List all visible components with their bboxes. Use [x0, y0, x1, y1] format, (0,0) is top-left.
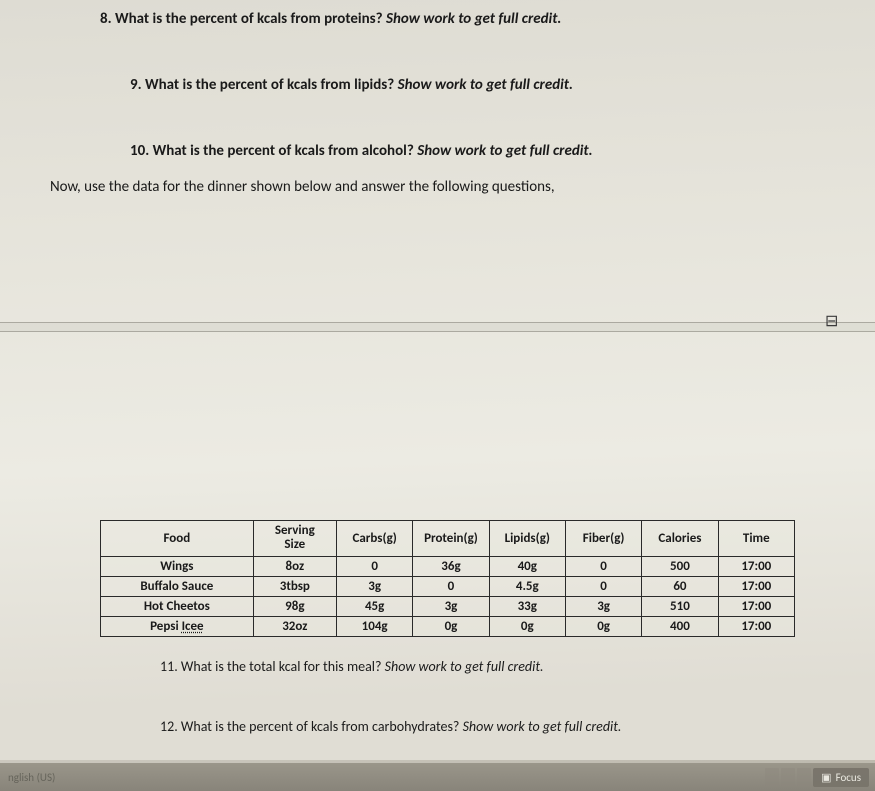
focus-icon: ▣	[821, 771, 831, 784]
section-break-icon: ⊟	[825, 311, 845, 331]
cell-lipids: 0g	[489, 616, 565, 636]
nutrition-table-wrap: Food Serving Size Carbs(g) Protein(g) Li…	[100, 520, 795, 637]
q9-instruction: Show work to get full credit.	[398, 76, 573, 94]
q8-instruction: Show work to get full credit.	[386, 10, 561, 28]
cell-protein: 0	[413, 576, 489, 596]
q10-instruction: Show work to get full credit.	[417, 142, 592, 160]
q11-instruction: Show work to get full credit.	[385, 658, 544, 675]
cell-food-prefix: Pepsi	[150, 619, 181, 634]
worksheet-page: 8. What is the percent of kcals from pro…	[0, 0, 875, 760]
section-break: ⊟	[0, 322, 875, 332]
status-sep[interactable]	[765, 768, 779, 786]
cell-time: 17:00	[718, 556, 794, 576]
table-row: Pepsi Icee32oz104g0g0g0g40017:00	[101, 616, 795, 636]
statusbar: nglish (US) ▣ Focus	[0, 763, 875, 791]
q12-number: 12.	[160, 718, 178, 735]
col-carbs: Carbs(g)	[336, 521, 412, 557]
q11-text: What is the total kcal for this meal?	[181, 658, 382, 675]
q8-text: What is the percent of kcals from protei…	[115, 10, 383, 28]
cell-serving: 98g	[253, 596, 336, 616]
status-right: ▣ Focus	[765, 768, 875, 787]
cell-protein: 3g	[413, 596, 489, 616]
col-calories: Calories	[642, 521, 718, 557]
q9-number: 9.	[130, 76, 142, 94]
cell-fiber: 0g	[565, 616, 641, 636]
col-fiber: Fiber(g)	[565, 521, 641, 557]
status-sep[interactable]	[781, 768, 795, 786]
table-row: Hot Cheetos98g45g3g33g3g51017:00	[101, 596, 795, 616]
q10-number: 10.	[130, 142, 149, 160]
cell-fiber: 3g	[565, 596, 641, 616]
cell-food: Wings	[101, 556, 254, 576]
q8-number: 8.	[100, 10, 112, 28]
q12-instruction: Show work to get full credit.	[463, 718, 622, 735]
col-protein: Protein(g)	[413, 521, 489, 557]
cell-lipids: 4.5g	[489, 576, 565, 596]
cell-calories: 500	[642, 556, 718, 576]
focus-label: Focus	[836, 771, 861, 784]
cell-calories: 60	[642, 576, 718, 596]
cell-protein: 0g	[413, 616, 489, 636]
q12-text: What is the percent of kcals from carboh…	[181, 718, 460, 735]
focus-button[interactable]: ▣ Focus	[813, 768, 869, 787]
question-12: 12. What is the percent of kcals from ca…	[160, 718, 795, 735]
col-lipids: Lipids(g)	[489, 521, 565, 557]
status-sep[interactable]	[797, 768, 811, 786]
cell-food-dotted: Icee	[182, 619, 204, 634]
cell-calories: 510	[642, 596, 718, 616]
cell-carbs: 0	[336, 556, 412, 576]
col-serving: Serving Size	[253, 521, 336, 557]
table-row: Buffalo Sauce3tbsp3g04.5g06017:00	[101, 576, 795, 596]
nutrition-table: Food Serving Size Carbs(g) Protein(g) Li…	[100, 520, 795, 637]
cell-fiber: 0	[565, 556, 641, 576]
cell-protein: 36g	[413, 556, 489, 576]
q10-text: What is the percent of kcals from alcoho…	[153, 142, 414, 160]
intro-text: Now, use the data for the dinner shown b…	[50, 178, 815, 196]
question-11: 11. What is the total kcal for this meal…	[160, 658, 795, 675]
cell-serving: 32oz	[253, 616, 336, 636]
col-serving-l2: Size	[260, 538, 330, 552]
cell-fiber: 0	[565, 576, 641, 596]
col-serving-l1: Serving	[260, 524, 330, 538]
cell-food: Pepsi Icee	[101, 616, 254, 636]
cell-time: 17:00	[718, 616, 794, 636]
cell-lipids: 33g	[489, 596, 565, 616]
cell-serving: 8oz	[253, 556, 336, 576]
cell-food: Hot Cheetos	[101, 596, 254, 616]
table-header-row: Food Serving Size Carbs(g) Protein(g) Li…	[101, 521, 795, 557]
col-time: Time	[718, 521, 794, 557]
q11-number: 11.	[160, 658, 178, 675]
status-language[interactable]: nglish (US)	[0, 771, 765, 784]
question-8: 8. What is the percent of kcals from pro…	[100, 10, 815, 28]
table-row: Wings8oz036g40g050017:00	[101, 556, 795, 576]
q9-text: What is the percent of kcals from lipids…	[145, 76, 394, 94]
col-food: Food	[101, 521, 254, 557]
question-9: 9. What is the percent of kcals from lip…	[130, 76, 815, 94]
question-10: 10. What is the percent of kcals from al…	[130, 142, 815, 160]
cell-food: Buffalo Sauce	[101, 576, 254, 596]
cell-time: 17:00	[718, 576, 794, 596]
cell-calories: 400	[642, 616, 718, 636]
cell-lipids: 40g	[489, 556, 565, 576]
cell-time: 17:00	[718, 596, 794, 616]
cell-serving: 3tbsp	[253, 576, 336, 596]
cell-carbs: 3g	[336, 576, 412, 596]
cell-carbs: 104g	[336, 616, 412, 636]
cell-carbs: 45g	[336, 596, 412, 616]
